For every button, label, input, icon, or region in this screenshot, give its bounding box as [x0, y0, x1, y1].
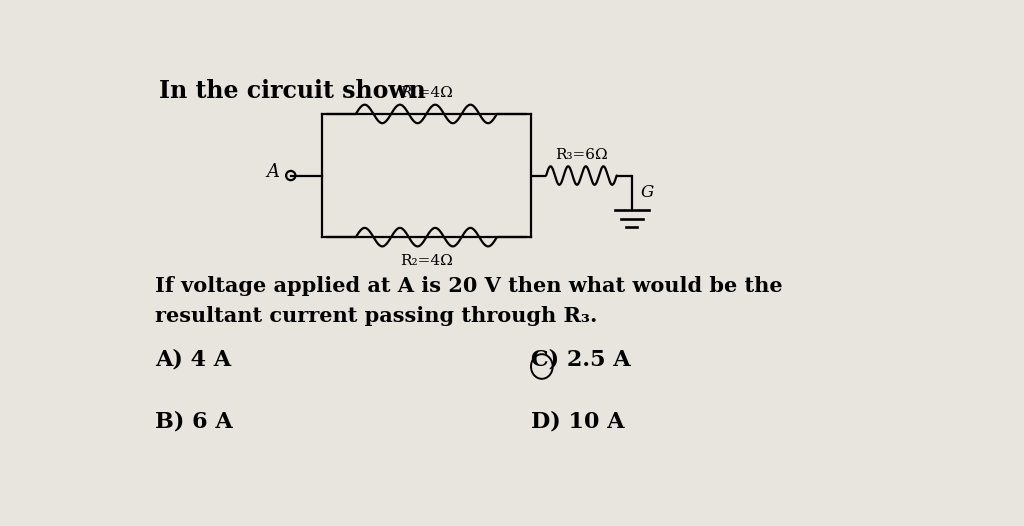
Text: R₂=4Ω: R₂=4Ω: [400, 254, 453, 268]
Text: B) 6 A: B) 6 A: [155, 410, 232, 432]
Text: A: A: [266, 163, 280, 181]
Text: D) 10 A: D) 10 A: [531, 410, 625, 432]
Text: A) 4 A: A) 4 A: [155, 349, 231, 371]
Text: C) 2.5 A: C) 2.5 A: [531, 349, 631, 371]
Text: G: G: [641, 184, 654, 201]
Text: R₃=6Ω: R₃=6Ω: [555, 148, 607, 161]
Text: R₁=4Ω: R₁=4Ω: [400, 86, 453, 100]
Text: resultant current passing through R₃.: resultant current passing through R₃.: [155, 307, 597, 327]
Text: In the circuit shown: In the circuit shown: [159, 79, 426, 103]
Text: If voltage applied at A is 20 V then what would be the: If voltage applied at A is 20 V then wha…: [155, 276, 782, 296]
